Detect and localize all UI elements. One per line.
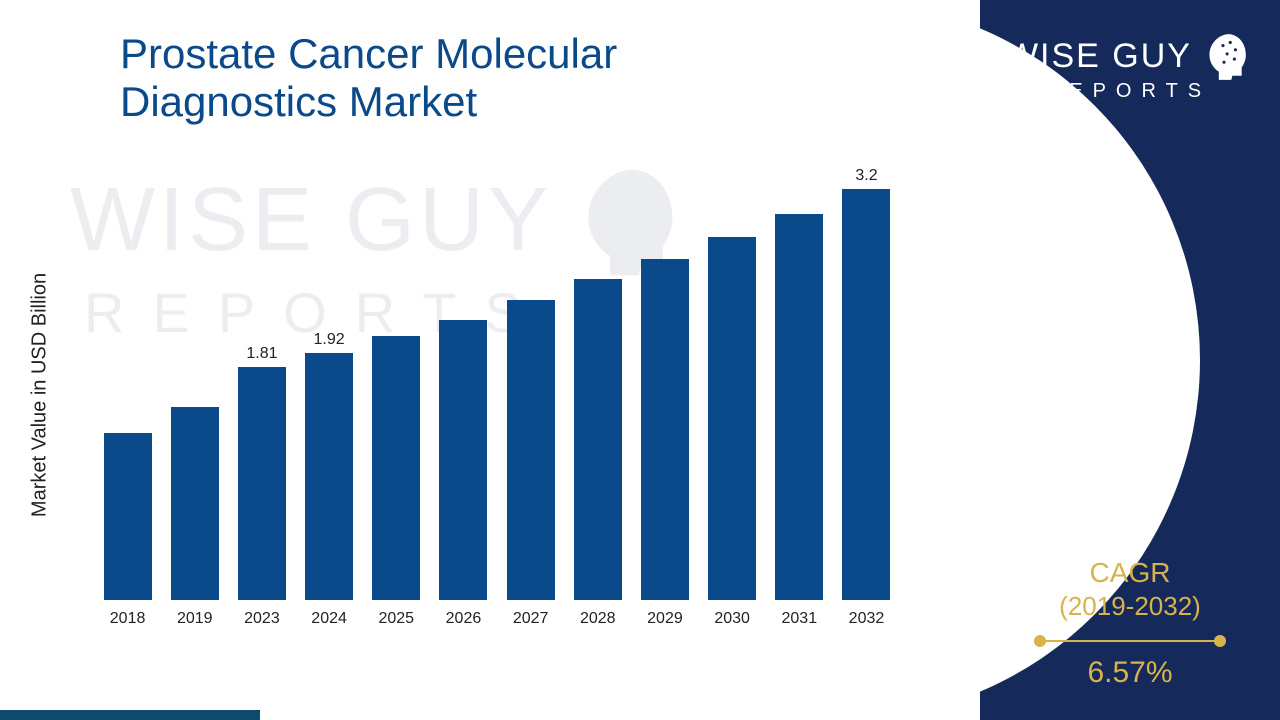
bar (775, 214, 823, 600)
cagr-title: CAGR (980, 557, 1280, 589)
brand-line1: WISE GUY (1006, 37, 1192, 76)
x-tick-label: 2025 (363, 600, 430, 640)
x-tick-label: 2027 (497, 600, 564, 640)
x-tick-label: 2028 (564, 600, 631, 640)
bar-slot (161, 150, 228, 600)
cagr-value: 6.57% (980, 656, 1280, 690)
x-axis-labels: 2018201920232024202520262027202820292030… (94, 600, 900, 640)
bar (507, 300, 555, 600)
y-axis-label: Market Value in USD Billion (29, 273, 52, 517)
bar-slot (766, 150, 833, 600)
bar-value-label: 3.2 (855, 167, 877, 185)
bars-container: 1.81 1.92 3.2 (94, 150, 900, 600)
bar (641, 259, 689, 600)
bar-slot (430, 150, 497, 600)
x-tick-label: 2023 (228, 600, 295, 640)
bar: 3.2 (842, 189, 890, 600)
bar-value-label: 1.81 (246, 345, 277, 363)
bar-slot (363, 150, 430, 600)
bar-slot: 1.92 (296, 150, 363, 600)
bar-value-label: 1.92 (314, 331, 345, 349)
chart-title: Prostate Cancer Molecular Diagnostics Ma… (120, 30, 760, 127)
bar (708, 237, 756, 600)
bar-slot (699, 150, 766, 600)
bar (104, 433, 152, 600)
bar: 1.92 (305, 353, 353, 600)
bar-slot: 1.81 (228, 150, 295, 600)
infographic-canvas: WISE GUY REPORTS WISE GUY REPORTS Prosta… (0, 0, 1280, 720)
bar (171, 407, 219, 600)
bar-slot (631, 150, 698, 600)
x-tick-label: 2019 (161, 600, 228, 640)
bar-slot: 3.2 (833, 150, 900, 600)
bar-slot (94, 150, 161, 600)
cagr-block: CAGR (2019-2032) 6.57% (980, 557, 1280, 690)
x-tick-label: 2026 (430, 600, 497, 640)
brand-line2: REPORTS (1006, 80, 1250, 103)
x-tick-label: 2032 (833, 600, 900, 640)
bar-chart: Market Value in USD Billion 1.811.923.2 … (60, 150, 900, 640)
footer-accent-bar (0, 710, 260, 720)
bar (574, 279, 622, 600)
bar-slot (497, 150, 564, 600)
x-tick-label: 2029 (631, 600, 698, 640)
bar: 1.81 (238, 367, 286, 600)
x-tick-label: 2018 (94, 600, 161, 640)
x-tick-label: 2030 (699, 600, 766, 640)
bar-slot (564, 150, 631, 600)
x-tick-label: 2024 (296, 600, 363, 640)
bar (439, 320, 487, 600)
brand-logo: WISE GUY REPORTS (1006, 30, 1250, 103)
cagr-period: (2019-2032) (980, 591, 1280, 622)
cagr-divider-icon (1040, 640, 1220, 642)
brand-head-icon (1198, 30, 1250, 82)
bar (372, 336, 420, 600)
plot-area: 1.81 1.92 3.2 (94, 150, 900, 600)
x-tick-label: 2031 (766, 600, 833, 640)
